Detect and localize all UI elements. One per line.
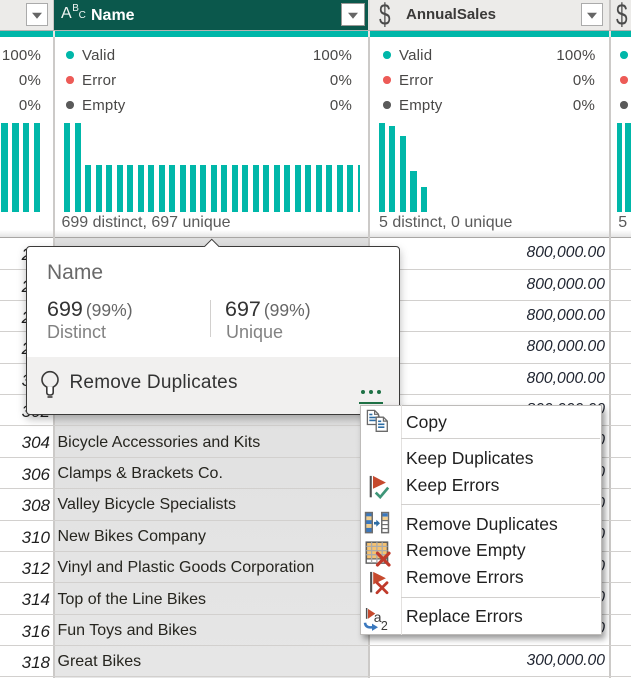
svg-text:a: a: [374, 609, 382, 625]
svg-text:2: 2: [381, 619, 388, 632]
